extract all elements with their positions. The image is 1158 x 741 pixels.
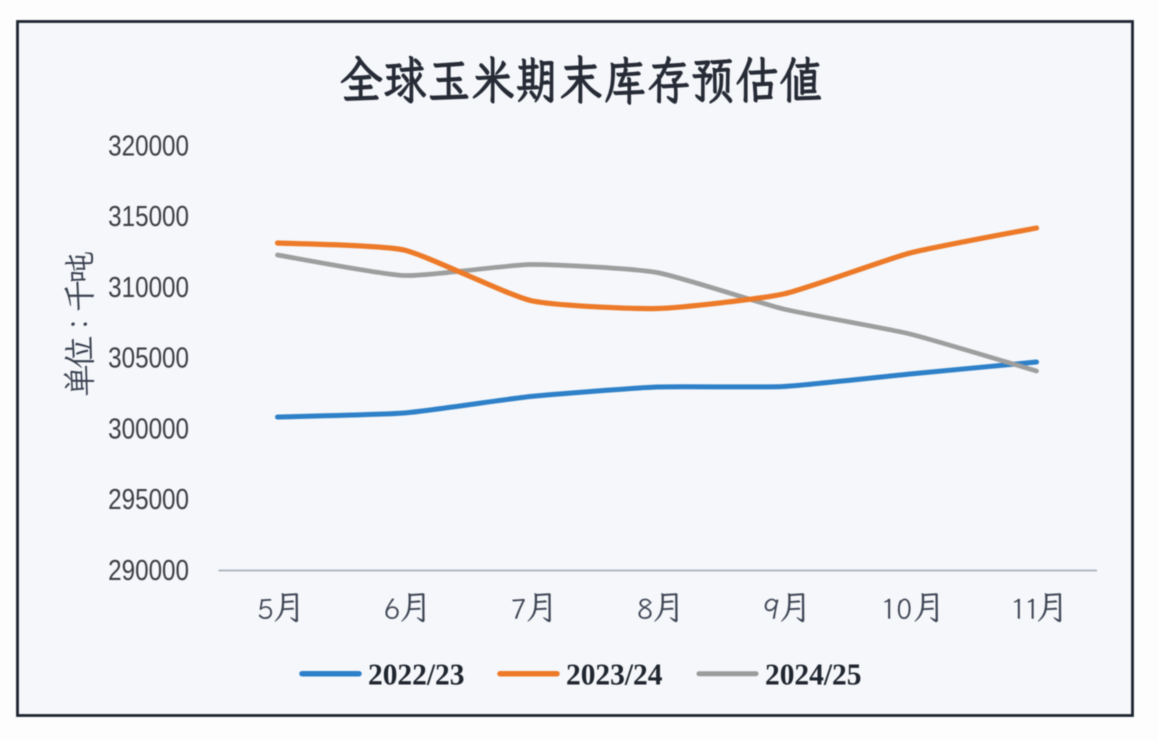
svg-text:2023/24: 2023/24 [566,657,662,692]
svg-text:295000: 295000 [108,483,189,515]
svg-text:310000: 310000 [108,271,189,303]
svg-text:315000: 315000 [108,200,189,232]
svg-text:2024/25: 2024/25 [765,657,861,692]
svg-text:2022/23: 2022/23 [368,657,464,692]
svg-text:290000: 290000 [108,554,189,586]
svg-text:305000: 305000 [108,342,189,374]
svg-text:320000: 320000 [108,129,189,161]
svg-text:300000: 300000 [108,413,189,445]
